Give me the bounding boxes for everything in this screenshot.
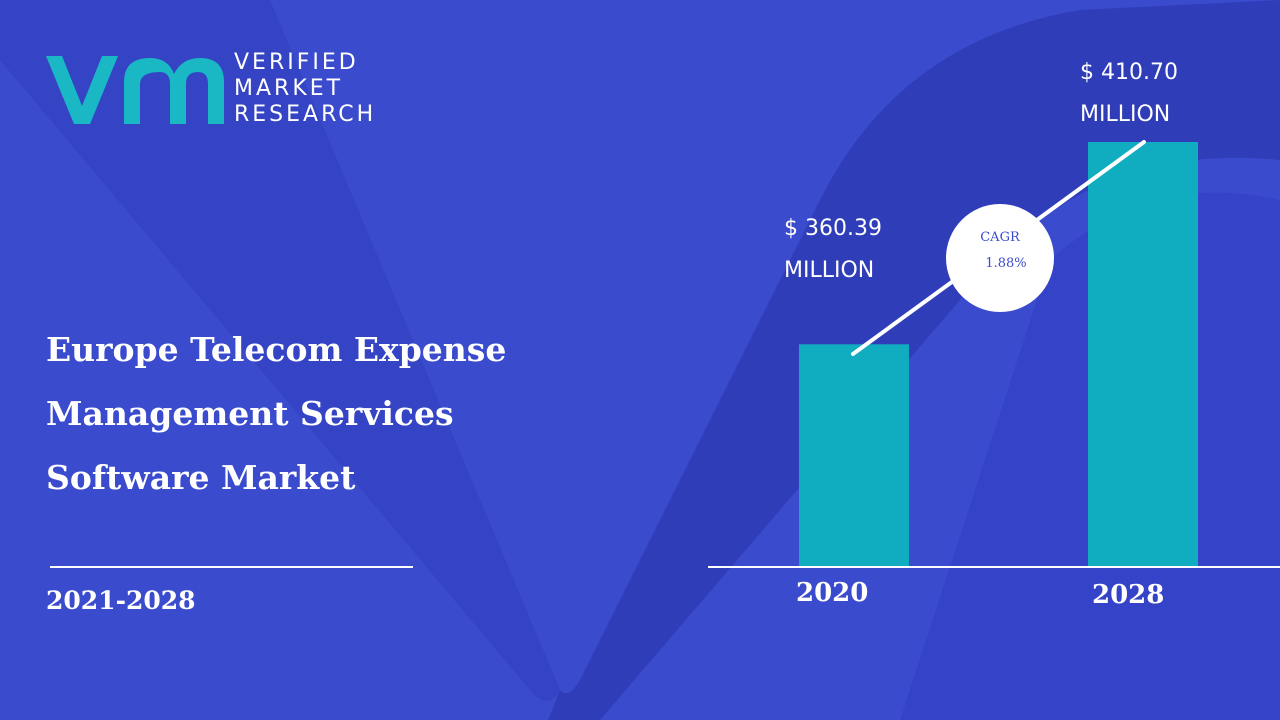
value-amount-2020: $ 360.39: [784, 216, 882, 241]
title-line-3: Software Market: [46, 458, 356, 497]
forecast-period: 2021-2028: [46, 586, 196, 615]
value-unit-2028: MILLION: [1080, 102, 1171, 127]
x-tick-2020: 2020: [796, 578, 869, 608]
cagr-label: CAGR: [980, 230, 1020, 245]
bar-2028: [1088, 142, 1198, 567]
cagr-badge: CAGR 1.88%: [946, 204, 1054, 312]
logo-text: VERIFIED MARKET RESEARCH: [234, 50, 376, 128]
logo-line-research: RESEARCH: [234, 102, 377, 127]
value-label-2028: $ 410.70 MILLION: [1080, 52, 1178, 136]
logo-line-market: MARKET: [234, 76, 344, 101]
report-title: Europe Telecom Expense Management Servic…: [46, 318, 566, 510]
value-unit-2020: MILLION: [784, 258, 875, 283]
bar-2020: [799, 344, 909, 567]
value-amount-2028: $ 410.70: [1080, 60, 1178, 85]
value-label-2020: $ 360.39 MILLION: [784, 208, 882, 292]
title-line-1: Europe Telecom Expense: [46, 330, 507, 369]
title-divider: [50, 566, 413, 568]
logo-line-verified: VERIFIED: [234, 50, 359, 75]
background-v-left: [0, 0, 560, 701]
x-tick-2028: 2028: [1092, 580, 1165, 610]
logo-v-shape: [46, 56, 118, 124]
logo-m-shape: [124, 58, 224, 124]
vmr-logo: [46, 56, 224, 124]
cagr-value: 1.88%: [985, 256, 1027, 271]
title-line-2: Management Services: [46, 394, 454, 433]
